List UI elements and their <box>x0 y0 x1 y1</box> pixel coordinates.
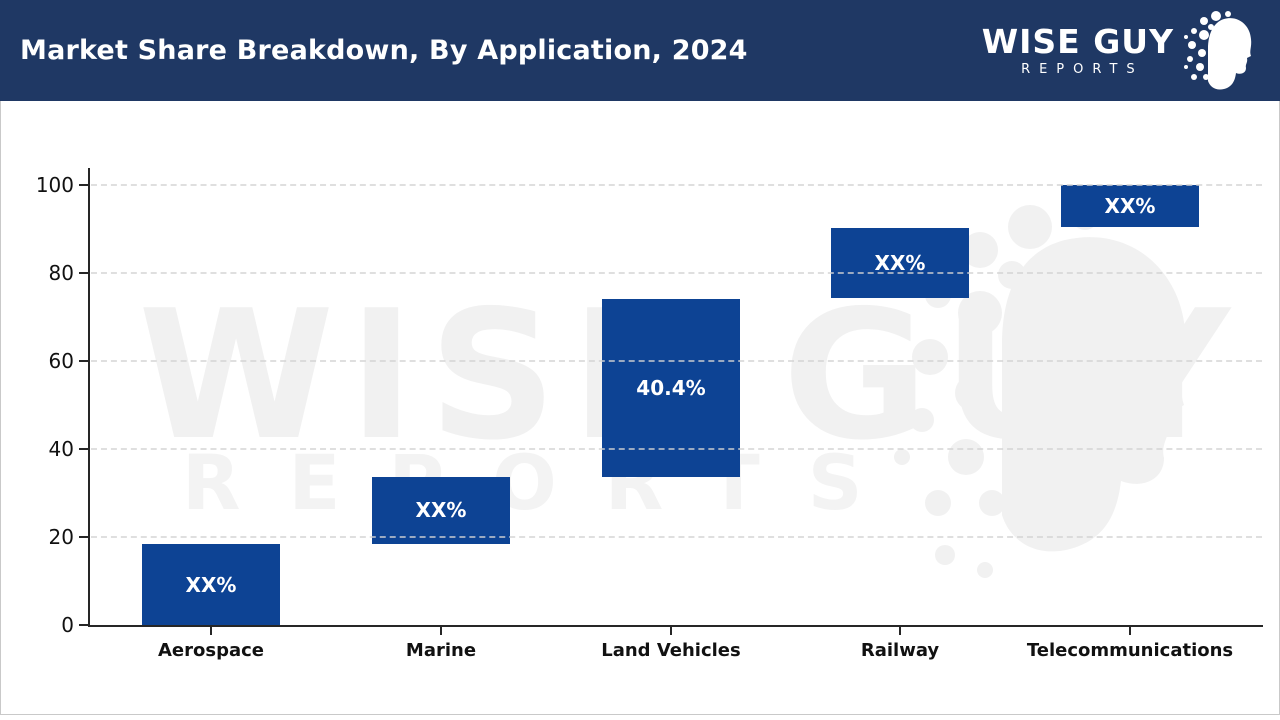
bar-value-label: XX% <box>415 498 467 523</box>
x-axis-line <box>88 625 1263 627</box>
y-tick-label-80: 80 <box>48 261 74 285</box>
x-tick-mark-4 <box>899 627 901 635</box>
y-tick-label-0: 0 <box>61 613 74 637</box>
bar-railway: XX% <box>831 228 969 299</box>
x-tick-label-aerospace: Aerospace <box>157 640 264 661</box>
bar-land-vehicles: 40.4% <box>602 298 740 477</box>
bar-marine: XX% <box>372 476 510 545</box>
x-tick-label-railway: Railway <box>860 640 940 661</box>
y-tick-mark-40 <box>79 448 88 450</box>
logo-wordmark: WISE GUY <box>981 22 1174 61</box>
y-tick-mark-80 <box>79 272 88 274</box>
y-tick-label-60: 60 <box>48 349 74 373</box>
bar-value-label: XX% <box>1104 194 1156 219</box>
y-tick-mark-100 <box>79 184 88 186</box>
gridline-60 <box>91 360 1262 362</box>
gridline-20 <box>91 536 1262 538</box>
bar-aerospace: XX% <box>142 544 280 625</box>
header: Market Share Breakdown, By Application, … <box>0 0 1280 101</box>
x-tick-label-marine: Marine <box>405 640 477 661</box>
gridline-40 <box>91 448 1262 450</box>
y-tick-label-20: 20 <box>48 525 74 549</box>
bar-value-label: 40.4% <box>636 375 706 400</box>
x-tick-mark-3 <box>670 627 672 635</box>
logo-face-icon <box>1184 10 1252 90</box>
x-tick-mark-2 <box>440 627 442 635</box>
brand-logo-text: WISE GUY REPORTS <box>982 25 1174 76</box>
x-tick-mark-5 <box>1129 627 1131 635</box>
y-tick-mark-20 <box>79 536 88 538</box>
x-tick-label-telecommunications: Telecommunications <box>1026 640 1234 661</box>
y-tick-label-100: 100 <box>35 173 74 197</box>
y-tick-mark-60 <box>79 360 88 362</box>
page-title: Market Share Breakdown, By Application, … <box>20 35 748 66</box>
gridline-100 <box>91 184 1262 186</box>
gridline-80 <box>91 272 1262 274</box>
bar-value-label: XX% <box>185 572 237 597</box>
y-axis-line <box>88 168 90 627</box>
watermark-subtext: REPORTS <box>182 438 911 527</box>
x-tick-label-land-vehicles: Land Vehicles <box>601 640 741 661</box>
brand-logo: WISE GUY REPORTS <box>982 9 1254 93</box>
logo-subtext: REPORTS <box>1021 62 1144 77</box>
bar-telecommunications: XX% <box>1061 185 1199 228</box>
x-tick-mark-1 <box>210 627 212 635</box>
bar-value-label: XX% <box>874 251 926 276</box>
y-tick-mark-0 <box>79 624 88 626</box>
y-tick-label-40: 40 <box>48 437 74 461</box>
